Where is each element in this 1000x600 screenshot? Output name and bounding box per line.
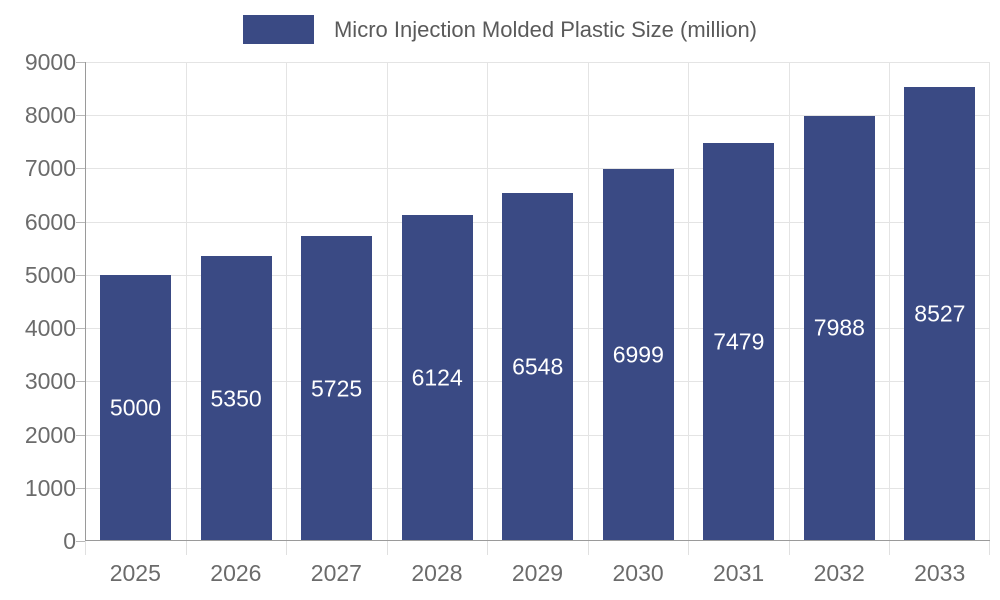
legend-label: Micro Injection Molded Plastic Size (mil… xyxy=(333,16,758,42)
x-axis-tick-labels: 2025 2026 2027 2028 2029 2030 2031 2032 … xyxy=(85,558,990,592)
x-axis-tick-label: 2027 xyxy=(310,560,362,586)
bar-value-label: 8527 xyxy=(914,300,966,327)
bar-value-label: 5725 xyxy=(311,375,363,402)
bar[interactable]: 7479 xyxy=(703,142,775,541)
bar[interactable]: 5000 xyxy=(100,274,171,541)
bar-value-label: 5350 xyxy=(210,385,262,412)
x-axis-line xyxy=(85,540,990,541)
legend-item-micro-injection-molded-plastic-size[interactable]: Micro Injection Molded Plastic Size (mil… xyxy=(242,14,758,44)
y-axis-tick-label: 0 xyxy=(63,528,76,554)
y-axis-tick-label: 3000 xyxy=(24,368,76,395)
x-axis-tick-label: 2025 xyxy=(109,560,161,586)
y-axis-tick-label: 1000 xyxy=(24,474,76,501)
bar[interactable]: 5725 xyxy=(301,236,373,541)
bar-value-label: 6999 xyxy=(612,341,664,368)
x-axis-tick-label: 2029 xyxy=(511,560,564,586)
y-axis-tick xyxy=(76,115,85,117)
bar-value-label: 6124 xyxy=(411,364,463,391)
x-axis-tick-label: 2032 xyxy=(813,560,865,586)
x-axis-tick xyxy=(587,541,589,555)
y-axis-line xyxy=(85,62,86,541)
bar[interactable]: 5350 xyxy=(200,256,272,541)
bar-series: 5000 5350 5725 6124 6548 6999 7479 7988 xyxy=(85,62,990,541)
x-axis-tick-label: 2026 xyxy=(210,560,262,586)
bar[interactable]: 6548 xyxy=(502,192,574,541)
x-axis-tick xyxy=(487,541,489,555)
x-axis-tick-label: 2033 xyxy=(914,560,966,586)
y-axis-tick xyxy=(76,62,85,63)
x-axis-tick xyxy=(85,541,86,555)
x-axis-ticks xyxy=(85,541,990,555)
bar[interactable]: 6999 xyxy=(602,168,674,541)
x-axis-tick-label: 2030 xyxy=(612,560,664,586)
y-axis-tick xyxy=(76,168,85,170)
x-axis-tick xyxy=(889,541,891,555)
y-axis-tick xyxy=(76,487,85,489)
y-axis-tick-label: 2000 xyxy=(24,421,76,448)
y-axis-tick-labels: 0 1000 2000 3000 4000 5000 6000 7000 800… xyxy=(0,51,76,553)
x-axis-tick xyxy=(989,541,990,555)
legend-swatch-icon xyxy=(242,14,314,44)
y-axis-tick-label: 4000 xyxy=(24,315,76,342)
x-axis-tick xyxy=(688,541,690,555)
y-axis-tick-label: 8000 xyxy=(24,102,76,129)
plot-area: 5000 5350 5725 6124 6548 6999 7479 7988 xyxy=(85,62,990,541)
y-axis-tick-label: 5000 xyxy=(24,261,76,288)
y-axis-tick-label: 9000 xyxy=(24,49,76,75)
x-axis-tick-label: 2031 xyxy=(713,560,765,586)
x-axis-tick xyxy=(788,541,790,555)
bar[interactable]: 8527 xyxy=(904,87,976,541)
y-axis-tick xyxy=(76,541,85,542)
bar[interactable]: 6124 xyxy=(401,215,473,541)
y-axis-tick xyxy=(76,381,85,383)
x-axis-tick-label: 2028 xyxy=(411,560,463,586)
y-axis-tick-label: 7000 xyxy=(24,155,76,182)
bar-value-label: 5000 xyxy=(109,394,162,421)
bar-value-label: 6548 xyxy=(512,353,564,380)
y-axis-tick xyxy=(76,274,85,276)
bar-value-label: 7479 xyxy=(713,328,765,355)
y-axis-tick xyxy=(76,221,85,223)
y-axis-tick xyxy=(76,434,85,436)
bar-value-label: 7988 xyxy=(813,314,865,341)
x-axis-tick xyxy=(286,541,288,555)
bar[interactable]: 7988 xyxy=(803,115,875,541)
x-axis-tick xyxy=(386,541,388,555)
y-axis-tick-label: 6000 xyxy=(24,208,76,235)
x-axis-tick xyxy=(185,541,187,555)
chart-legend: Micro Injection Molded Plastic Size (mil… xyxy=(0,10,1000,48)
y-axis-tick xyxy=(76,328,85,330)
